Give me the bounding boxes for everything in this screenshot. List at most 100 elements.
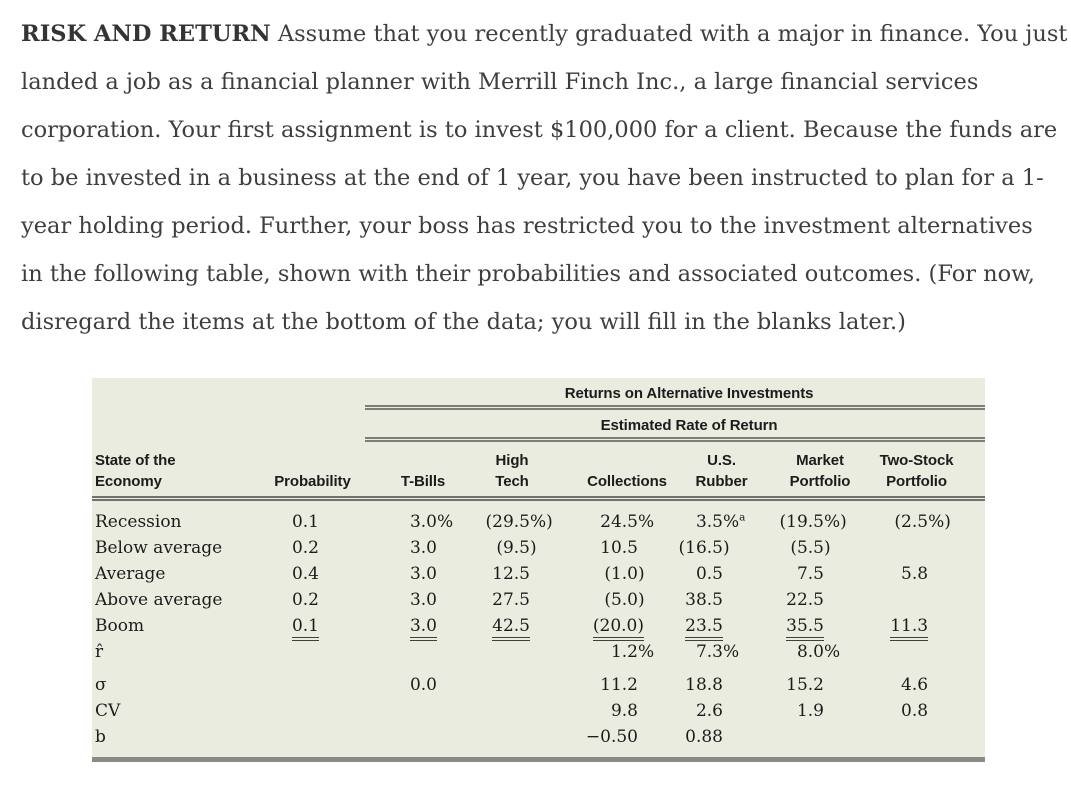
investment-table-container: Returns on Alternative Investments Estim… <box>92 378 1071 762</box>
column-header-state-of-economy: State of the Economy <box>92 439 252 501</box>
table-cell: (29.5%) <box>485 512 553 532</box>
table-cell: 22.5 <box>786 590 824 610</box>
intro-line-text: Assume that you recently graduated with … <box>270 21 1068 47</box>
group-header: Returns on Alternative Investments <box>564 385 814 402</box>
footnote-marker: a <box>739 511 746 524</box>
row-label: Recession <box>95 512 182 532</box>
column-header-probability: Probability <box>252 439 365 501</box>
table-cell: 0.88 <box>685 727 723 747</box>
column-header-row: State of the Economy Probability T-Bills… <box>92 439 986 501</box>
table-cell: 23.5 <box>655 611 738 641</box>
table-body: Recession 0.1 3.0% (29.5%) 24.5% 3.5%a (19.5%)… <box>92 499 985 760</box>
table-row: Below average 0.2 3.0 (9.5) 10.5 (16.5) (5.5) <box>92 533 985 559</box>
table-cell: 3.5%a <box>695 511 746 532</box>
intro-line: landed a job as a financial planner with… <box>21 69 979 95</box>
table-cell: 3.0 <box>409 590 437 610</box>
intro-line: RISK AND RETURN Assume that you recently… <box>21 10 1067 58</box>
table-cell <box>840 533 985 559</box>
table-cell: 1.9 <box>796 701 824 721</box>
column-header-us-rubber: U.S. Rubber <box>655 439 748 501</box>
table-cell: (2.5%) <box>894 512 951 532</box>
table-cell: 42.5 <box>455 611 545 641</box>
table-cell <box>365 722 455 760</box>
table-cell: 5.8 <box>901 564 929 584</box>
table-cell: 7.5 <box>796 564 824 584</box>
intro-line: in the following table, shown with their… <box>21 261 1035 287</box>
table-row: Above average 0.2 3.0 27.5 (5.0) 38.5 22.5 <box>92 585 985 611</box>
table-cell: 10.5 <box>600 538 638 558</box>
table-cell: 3.0% <box>409 512 454 532</box>
table-cell: (19.5%) <box>779 512 847 532</box>
row-label: Boom <box>95 616 145 636</box>
group-header-row: Returns on Alternative Investments <box>92 378 986 410</box>
table-cell <box>365 696 455 722</box>
row-label: r̂ <box>95 642 104 662</box>
table-cell: 0.2 <box>291 538 319 558</box>
row-label: b <box>95 727 106 747</box>
row-label: σ <box>95 675 107 695</box>
intro-lead: RISK AND RETURN <box>21 21 271 47</box>
table-cell: 15.2 <box>786 675 824 695</box>
table-cell: 0.5 <box>695 564 723 584</box>
table-row: Average 0.4 3.0 12.5 (1.0) 0.5 7.5 5.8 <box>92 559 985 585</box>
row-label: Average <box>95 564 166 584</box>
table-cell: 0.0 <box>409 675 437 695</box>
table-cell: 0.4 <box>291 564 319 584</box>
table-cell: 0.1 <box>291 512 319 532</box>
table-row: Boom 0.1 3.0 42.5 (20.0) 23.5 35.5 11.3 <box>92 611 985 641</box>
table-cell: (9.5) <box>496 538 537 558</box>
intro-line: disregard the items at the bottom of the… <box>21 309 906 335</box>
intro-line: year holding period. Further, your boss … <box>21 213 1033 239</box>
group-header-cell: Returns on Alternative Investments <box>365 378 986 410</box>
table-cell: 27.5 <box>492 590 530 610</box>
table-cell: 9.8 <box>610 701 638 721</box>
table-row: CV 9.8 2.6 1.9 0.8 <box>92 696 985 722</box>
column-header-two-stock-portfolio: Two-Stock Portfolio <box>840 439 986 501</box>
table-cell: 1.2% <box>610 642 655 662</box>
table-cell: (5.5) <box>790 538 831 558</box>
table-row: σ 0.0 11.2 18.8 15.2 4.6 <box>92 663 985 696</box>
table-cell: 12.5 <box>492 564 530 584</box>
column-header-high-tech: High Tech <box>455 439 545 501</box>
table-cell: 0.2 <box>291 590 319 610</box>
table-cell <box>455 663 545 696</box>
table-row: Recession 0.1 3.0% (29.5%) 24.5% 3.5%a (19.5%)… <box>92 499 985 534</box>
sub-header: Estimated Rate of Return <box>600 417 778 434</box>
table-cell <box>252 722 365 760</box>
table-cell: (20.0) <box>545 611 655 641</box>
investment-table: Returns on Alternative Investments Estim… <box>92 378 986 762</box>
column-header-collections: Collections <box>545 439 667 501</box>
column-header-market-portfolio: Market Portfolio <box>738 439 850 501</box>
table-cell: (5.0) <box>604 590 645 610</box>
table-cell: 38.5 <box>685 590 723 610</box>
table-cell: 18.8 <box>685 675 723 695</box>
intro-line: to be invested in a business at the end … <box>21 165 1044 191</box>
table-cell <box>455 722 545 760</box>
table-cell: −0.50 <box>585 727 638 747</box>
row-label: Below average <box>95 538 223 558</box>
sub-header-row: Estimated Rate of Return <box>92 407 986 442</box>
table-cell: (16.5) <box>678 538 730 558</box>
table-cell: 8.0% <box>796 642 841 662</box>
table-cell <box>252 696 365 722</box>
row-label: Above average <box>95 590 223 610</box>
intro-line: corporation. Your first assignment is to… <box>21 117 1058 143</box>
table-cell: 3.0 <box>365 611 455 641</box>
table-cell: (1.0) <box>604 564 645 584</box>
table-cell: 0.1 <box>252 611 365 641</box>
table-cell: 24.5% <box>600 512 655 532</box>
table-cell: 35.5 <box>738 611 840 641</box>
table-cell: 11.3 <box>840 611 985 641</box>
table-cell <box>840 722 985 760</box>
row-label: CV <box>95 701 121 721</box>
table-cell <box>738 722 840 760</box>
table-row: r̂ 1.2% 7.3% 8.0% <box>92 637 985 663</box>
table-cell: 0.8 <box>901 701 929 721</box>
column-header-t-bills: T-Bills <box>365 439 455 501</box>
table-cell: 7.3% <box>695 642 740 662</box>
table-cell: 2.6 <box>695 701 723 721</box>
table-cell: 11.2 <box>600 675 638 695</box>
table-cell: 3.0 <box>409 538 437 558</box>
table-cell: 3.0 <box>409 564 437 584</box>
intro-paragraph: RISK AND RETURN Assume that you recently… <box>21 10 1067 346</box>
